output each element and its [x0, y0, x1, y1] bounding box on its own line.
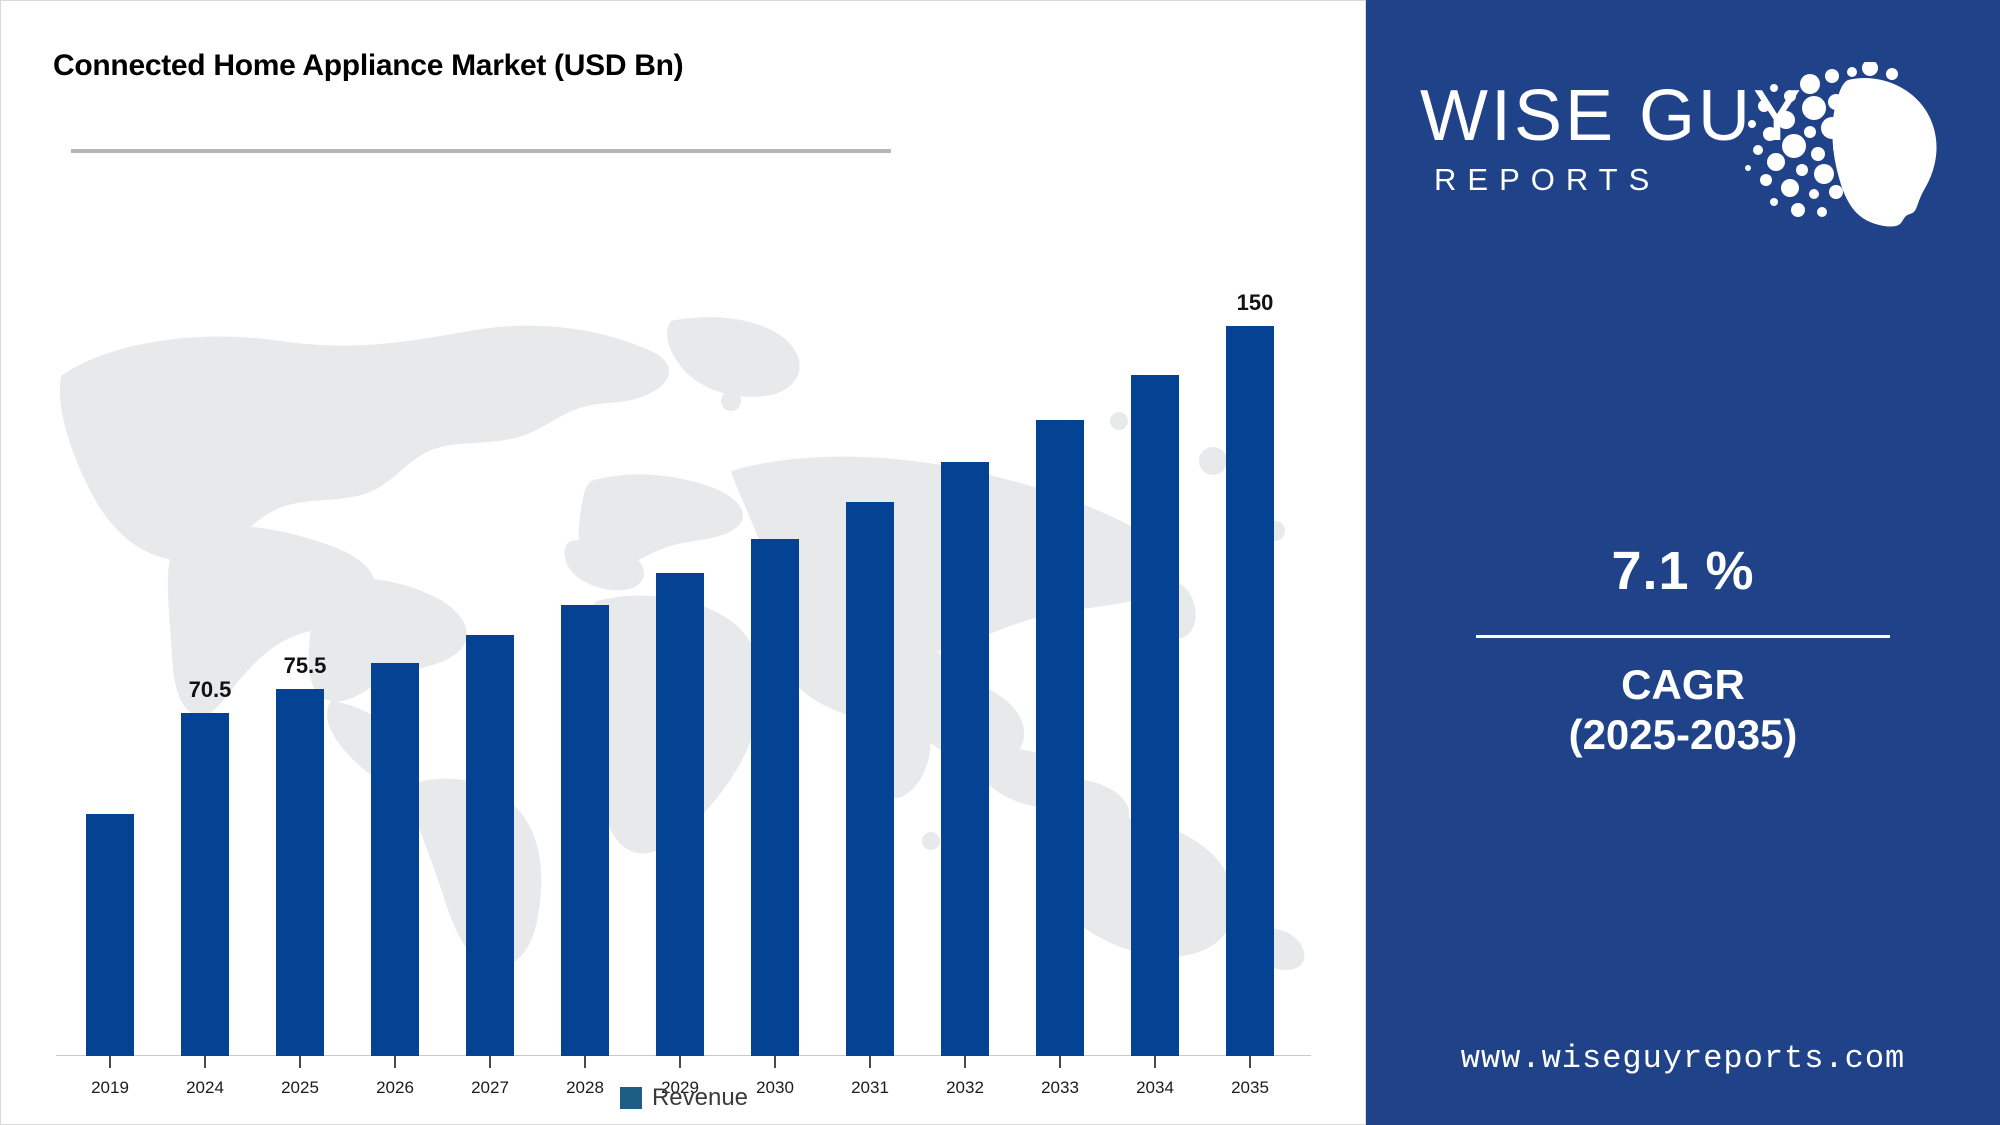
bar-2033[interactable]: [1036, 420, 1084, 1056]
x-axis-label-2031: 2031: [851, 1078, 889, 1097]
tick-2027: [489, 1056, 491, 1068]
x-axis-label-2035: 2035: [1231, 1078, 1269, 1097]
bar-2030[interactable]: [751, 539, 799, 1056]
bar-2032[interactable]: [941, 462, 989, 1056]
tick-2034: [1154, 1056, 1156, 1068]
website-url[interactable]: www.wiseguyreports.com: [1460, 1040, 1906, 1077]
x-axis-label-2034: 2034: [1136, 1078, 1174, 1097]
legend-label-revenue: Revenue: [651, 1084, 749, 1111]
x-axis-label-2029: 2029: [661, 1078, 699, 1097]
tick-2031: [869, 1056, 871, 1068]
tick-2035: [1249, 1056, 1251, 1068]
wiseguyreports-logo[interactable]: WISE GUY REPORTS: [1418, 62, 1948, 232]
svg-text:WISE GUY: WISE GUY: [1420, 76, 1804, 156]
bar-value-label-2024: 70.5: [188, 677, 232, 702]
tick-2024: [204, 1056, 206, 1068]
tick-2025: [299, 1056, 301, 1068]
page-title: Connected Home Appliance Market (USD Bn): [53, 49, 684, 82]
x-axis-label-2026: 2026: [376, 1078, 414, 1097]
bar-2031[interactable]: [846, 502, 894, 1056]
title-divider: [71, 149, 891, 153]
bar-value-label-2035: 150: [1236, 290, 1274, 315]
chart-legend: Revenue: [1, 1084, 1365, 1112]
cagr-period-text: (2025-2035): [1568, 710, 1798, 758]
x-axis-label-2028: 2028: [566, 1078, 604, 1097]
tick-2026: [394, 1056, 396, 1068]
bar-2035[interactable]: [1226, 326, 1274, 1056]
cagr-value: 7.1 %: [1611, 541, 1755, 601]
chart-panel: Connected Home Appliance Market (USD Bn): [0, 0, 1366, 1125]
tick-2029: [679, 1056, 681, 1068]
bar-2024[interactable]: [181, 713, 229, 1056]
bar-2027[interactable]: [466, 635, 514, 1056]
tick-2028: [584, 1056, 586, 1068]
x-axis-label-2027: 2027: [471, 1078, 509, 1097]
bar-2028[interactable]: [561, 605, 609, 1056]
cagr-divider: [1476, 635, 1890, 638]
tick-2019: [109, 1056, 111, 1068]
bar-2029[interactable]: [656, 573, 704, 1056]
bar-2025[interactable]: [276, 689, 324, 1056]
legend-swatch-icon: [619, 1087, 642, 1109]
bar-2026[interactable]: [371, 663, 419, 1056]
brand-panel: WISE GUY REPORTS: [1366, 0, 2000, 1125]
x-axis-label-2024: 2024: [186, 1078, 224, 1097]
cagr-label: CAGR (2025-2035): [1366, 660, 2000, 759]
plot-area: 70.5 75.5 150 2019 2024 2025 2026 2027 2…: [1, 1, 1365, 1124]
x-axis-label-2019: 2019: [91, 1078, 129, 1097]
tick-2032: [964, 1056, 966, 1068]
svg-text:REPORTS: REPORTS: [1434, 162, 1660, 197]
bar-2034[interactable]: [1131, 375, 1179, 1056]
bar-2019[interactable]: [86, 814, 134, 1056]
x-axis-label-2032: 2032: [946, 1078, 984, 1097]
cagr-label-text: CAGR: [1621, 661, 1745, 708]
bar-value-label-2025: 75.5: [283, 653, 327, 678]
tick-2030: [774, 1056, 776, 1068]
x-axis-label-2033: 2033: [1041, 1078, 1079, 1097]
x-axis-label-2030: 2030: [756, 1078, 794, 1097]
x-axis-label-2025: 2025: [281, 1078, 319, 1097]
tick-2033: [1059, 1056, 1061, 1068]
